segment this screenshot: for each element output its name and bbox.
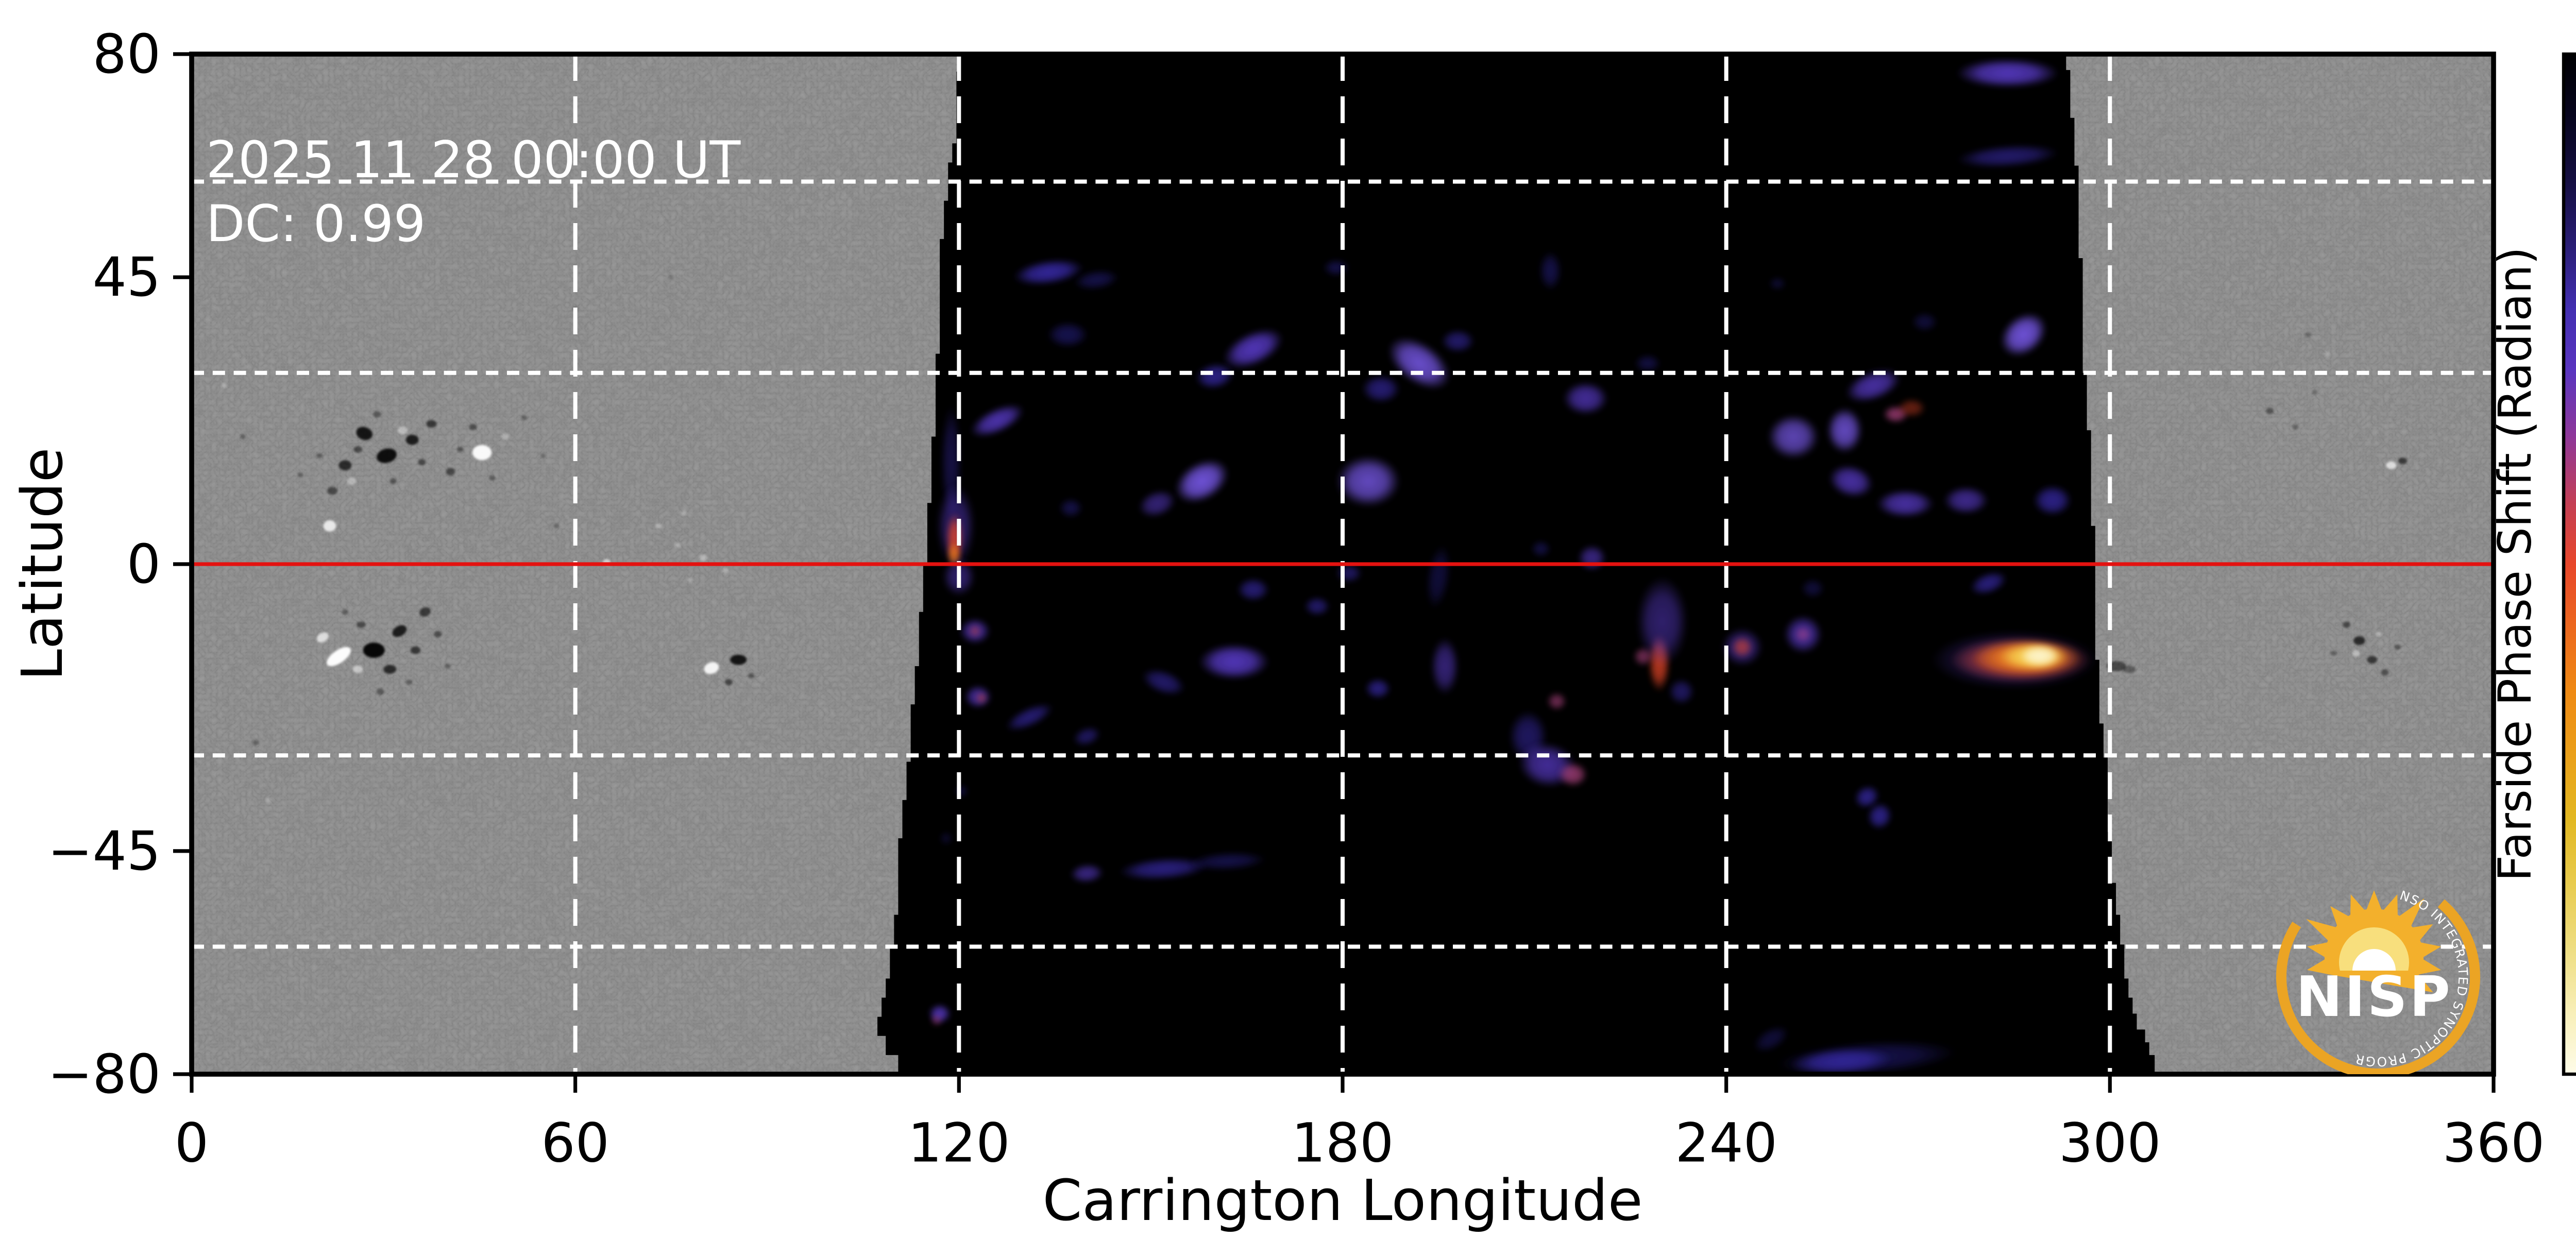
- x-tick-label: 0: [175, 1112, 209, 1175]
- colorbar-farside-label: Farside Phase Shift (Radian): [2488, 247, 2541, 881]
- axes-layer: 0 60 120 180 240 300 360 80 45 0 −45 −80 −0.050−0.07…: [48, 23, 2576, 1175]
- nisp-logo-text: NISP: [2296, 965, 2452, 1029]
- map-layers: [192, 54, 2494, 1074]
- y-axis-label: Latitude: [9, 448, 75, 681]
- y-tick-label: −80: [48, 1043, 161, 1106]
- x-tick-label: 60: [541, 1112, 609, 1175]
- x-tick-label: 240: [1675, 1112, 1777, 1175]
- x-axis-label: Carrington Longitude: [1042, 1167, 1642, 1233]
- map-datetime-label: 2025 11 28 00:00 UT: [206, 131, 741, 190]
- x-tick-label: 180: [1292, 1112, 1394, 1175]
- y-tick-label: 0: [127, 533, 161, 596]
- x-tick-label: 120: [908, 1112, 1010, 1175]
- map-dc-label: DC: 0.99: [206, 195, 426, 253]
- farside-phase-shift-blobs: [928, 58, 2097, 1074]
- y-tick-label: 45: [93, 246, 161, 309]
- x-tick-label: 300: [2059, 1112, 2161, 1175]
- y-tick-label: 80: [93, 23, 161, 86]
- colorbar-farside: −0.050−0.075−0.100−0.125−0.150−0.175−0.2…: [2562, 52, 2576, 1076]
- y-tick-label: −45: [48, 820, 161, 883]
- x-tick-label: 360: [2443, 1112, 2545, 1175]
